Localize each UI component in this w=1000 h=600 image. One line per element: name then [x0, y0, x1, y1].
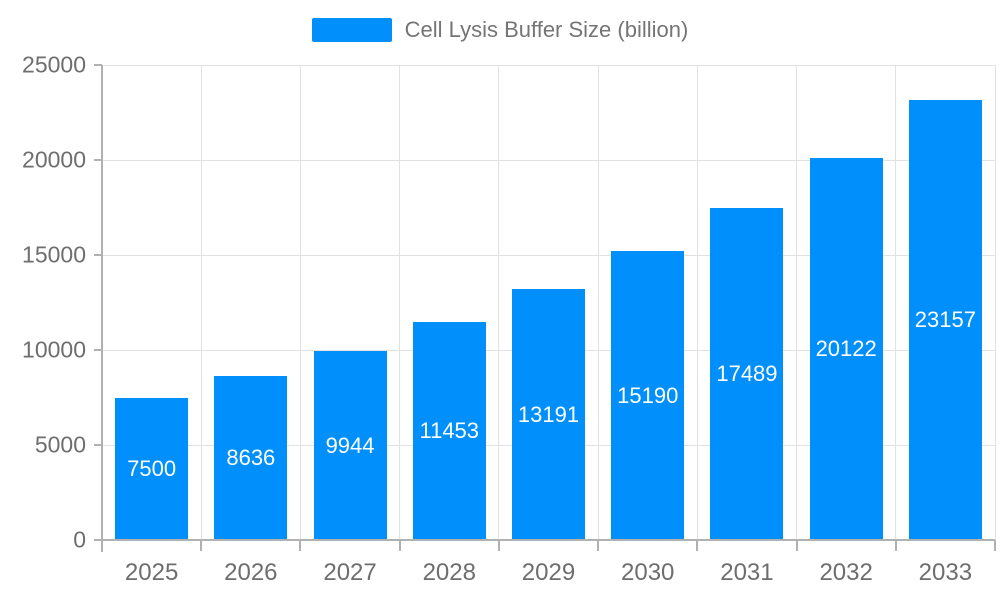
bar-value-label: 23157	[914, 307, 976, 332]
bar-2033[interactable]: 23157	[908, 100, 982, 540]
y-axis-label: 20000	[22, 146, 86, 173]
y-tick-mark	[94, 64, 102, 66]
x-axis-label: 2027	[323, 559, 377, 586]
chart-legend[interactable]: Cell Lysis Buffer Size (billion)	[0, 16, 1000, 44]
bar-2025[interactable]: 7500	[115, 397, 189, 540]
bar-value-label: 8636	[226, 444, 276, 470]
y-axis-line	[101, 65, 103, 552]
x-axis-line	[102, 539, 995, 541]
y-axis-label: 0	[73, 526, 86, 553]
x-axis-label: 2029	[521, 559, 576, 586]
y-tick-mark	[94, 254, 102, 256]
x-tick-mark	[894, 540, 897, 551]
y-axis-label: 5000	[34, 431, 86, 458]
bar-value-label: 7500	[127, 455, 177, 481]
x-gridline	[399, 65, 401, 540]
y-gridline	[102, 254, 995, 256]
y-tick-mark	[94, 539, 102, 541]
x-axis-label: 2026	[224, 559, 278, 586]
x-axis-label: 2030	[621, 559, 675, 586]
bar-2027[interactable]: 9944	[313, 351, 387, 540]
x-axis-label: 2032	[819, 559, 873, 586]
bar-value-label: 20122	[815, 335, 877, 361]
x-tick-mark	[994, 540, 996, 551]
legend-label: Cell Lysis Buffer Size (billion)	[404, 17, 689, 42]
bar-value-label: 17489	[716, 360, 778, 386]
x-axis-label: 2028	[422, 559, 476, 586]
bar-value-label: 11453	[419, 418, 480, 444]
bar-2028[interactable]: 11453	[412, 322, 486, 540]
x-gridline	[994, 65, 996, 540]
bar-2032[interactable]: 20122	[809, 157, 883, 540]
x-axis-label: 2033	[918, 559, 973, 586]
x-axis-label: 2025	[124, 559, 179, 586]
x-gridline	[498, 65, 500, 540]
y-tick-mark	[94, 349, 102, 351]
y-gridline	[102, 64, 995, 66]
bar-2031[interactable]: 17489	[710, 207, 784, 540]
y-axis-label: 15000	[22, 241, 86, 268]
x-tick-mark	[597, 540, 600, 551]
x-gridline	[796, 65, 798, 540]
bar-2029[interactable]: 13191	[512, 289, 585, 540]
bar-value-label: 13191	[517, 401, 580, 427]
x-gridline	[895, 65, 897, 540]
y-axis-label: 10000	[22, 336, 86, 363]
y-tick-mark	[94, 159, 102, 161]
x-tick-mark	[696, 540, 699, 551]
y-axis-label: 25000	[22, 51, 86, 78]
x-tick-mark	[101, 540, 103, 551]
x-gridline	[696, 65, 698, 540]
x-tick-mark	[398, 540, 401, 551]
bar-value-label: 9944	[325, 432, 375, 458]
x-gridline	[299, 65, 301, 540]
bar-value-label: 15190	[617, 382, 679, 408]
x-tick-mark	[200, 540, 203, 551]
bar-2030[interactable]: 15190	[611, 251, 685, 540]
bar-2026[interactable]: 8636	[214, 375, 288, 540]
x-tick-mark	[497, 540, 500, 551]
x-gridline	[597, 65, 599, 540]
x-gridline	[200, 65, 202, 540]
x-tick-mark	[299, 540, 302, 551]
y-tick-mark	[94, 444, 102, 446]
legend-swatch	[311, 18, 392, 42]
y-gridline	[102, 159, 995, 161]
x-tick-mark	[795, 540, 798, 551]
x-axis-label: 2031	[720, 559, 774, 586]
